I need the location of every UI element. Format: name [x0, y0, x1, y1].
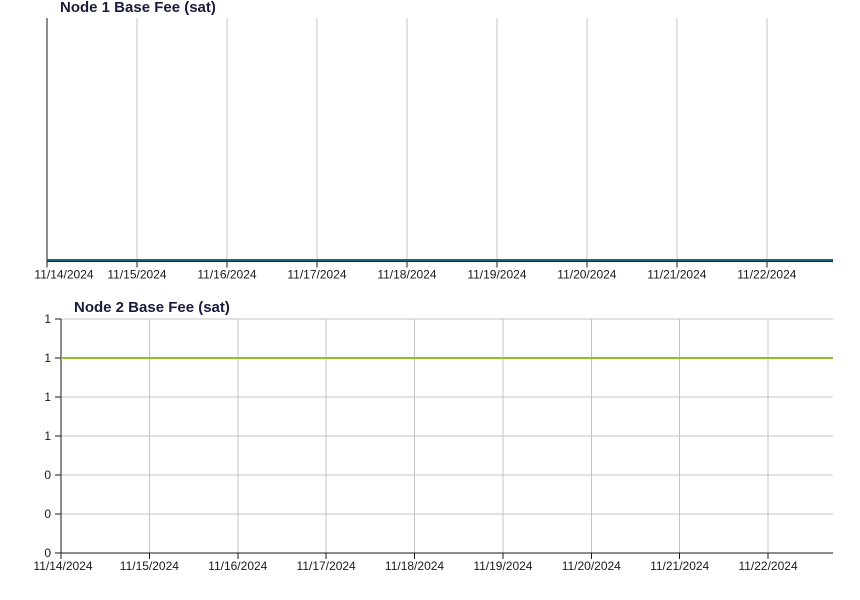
svg-text:11/17/2024: 11/17/2024 — [287, 267, 346, 281]
svg-text:11/14/2024: 11/14/2024 — [33, 559, 92, 573]
svg-text:1: 1 — [44, 429, 51, 443]
svg-text:11/22/2024: 11/22/2024 — [737, 267, 796, 281]
svg-text:11/20/2024: 11/20/2024 — [557, 267, 616, 281]
svg-text:11/14/2024: 11/14/2024 — [34, 267, 93, 281]
svg-text:11/15/2024: 11/15/2024 — [107, 267, 166, 281]
svg-text:11/19/2024: 11/19/2024 — [473, 559, 532, 573]
svg-text:1: 1 — [44, 351, 51, 365]
svg-text:0: 0 — [44, 468, 51, 482]
svg-text:11/19/2024: 11/19/2024 — [467, 267, 526, 281]
svg-text:0: 0 — [44, 507, 51, 521]
svg-text:11/16/2024: 11/16/2024 — [208, 559, 267, 573]
svg-text:11/17/2024: 11/17/2024 — [297, 559, 356, 573]
svg-text:1: 1 — [44, 312, 51, 326]
svg-text:11/15/2024: 11/15/2024 — [120, 559, 179, 573]
svg-text:11/20/2024: 11/20/2024 — [562, 559, 621, 573]
svg-text:11/18/2024: 11/18/2024 — [385, 559, 444, 573]
svg-text:11/21/2024: 11/21/2024 — [647, 267, 706, 281]
svg-text:11/16/2024: 11/16/2024 — [197, 267, 256, 281]
svg-text:1: 1 — [44, 390, 51, 404]
svg-text:0: 0 — [44, 546, 51, 560]
svg-text:11/21/2024: 11/21/2024 — [650, 559, 709, 573]
svg-text:11/22/2024: 11/22/2024 — [738, 559, 797, 573]
svg-text:11/18/2024: 11/18/2024 — [377, 267, 436, 281]
